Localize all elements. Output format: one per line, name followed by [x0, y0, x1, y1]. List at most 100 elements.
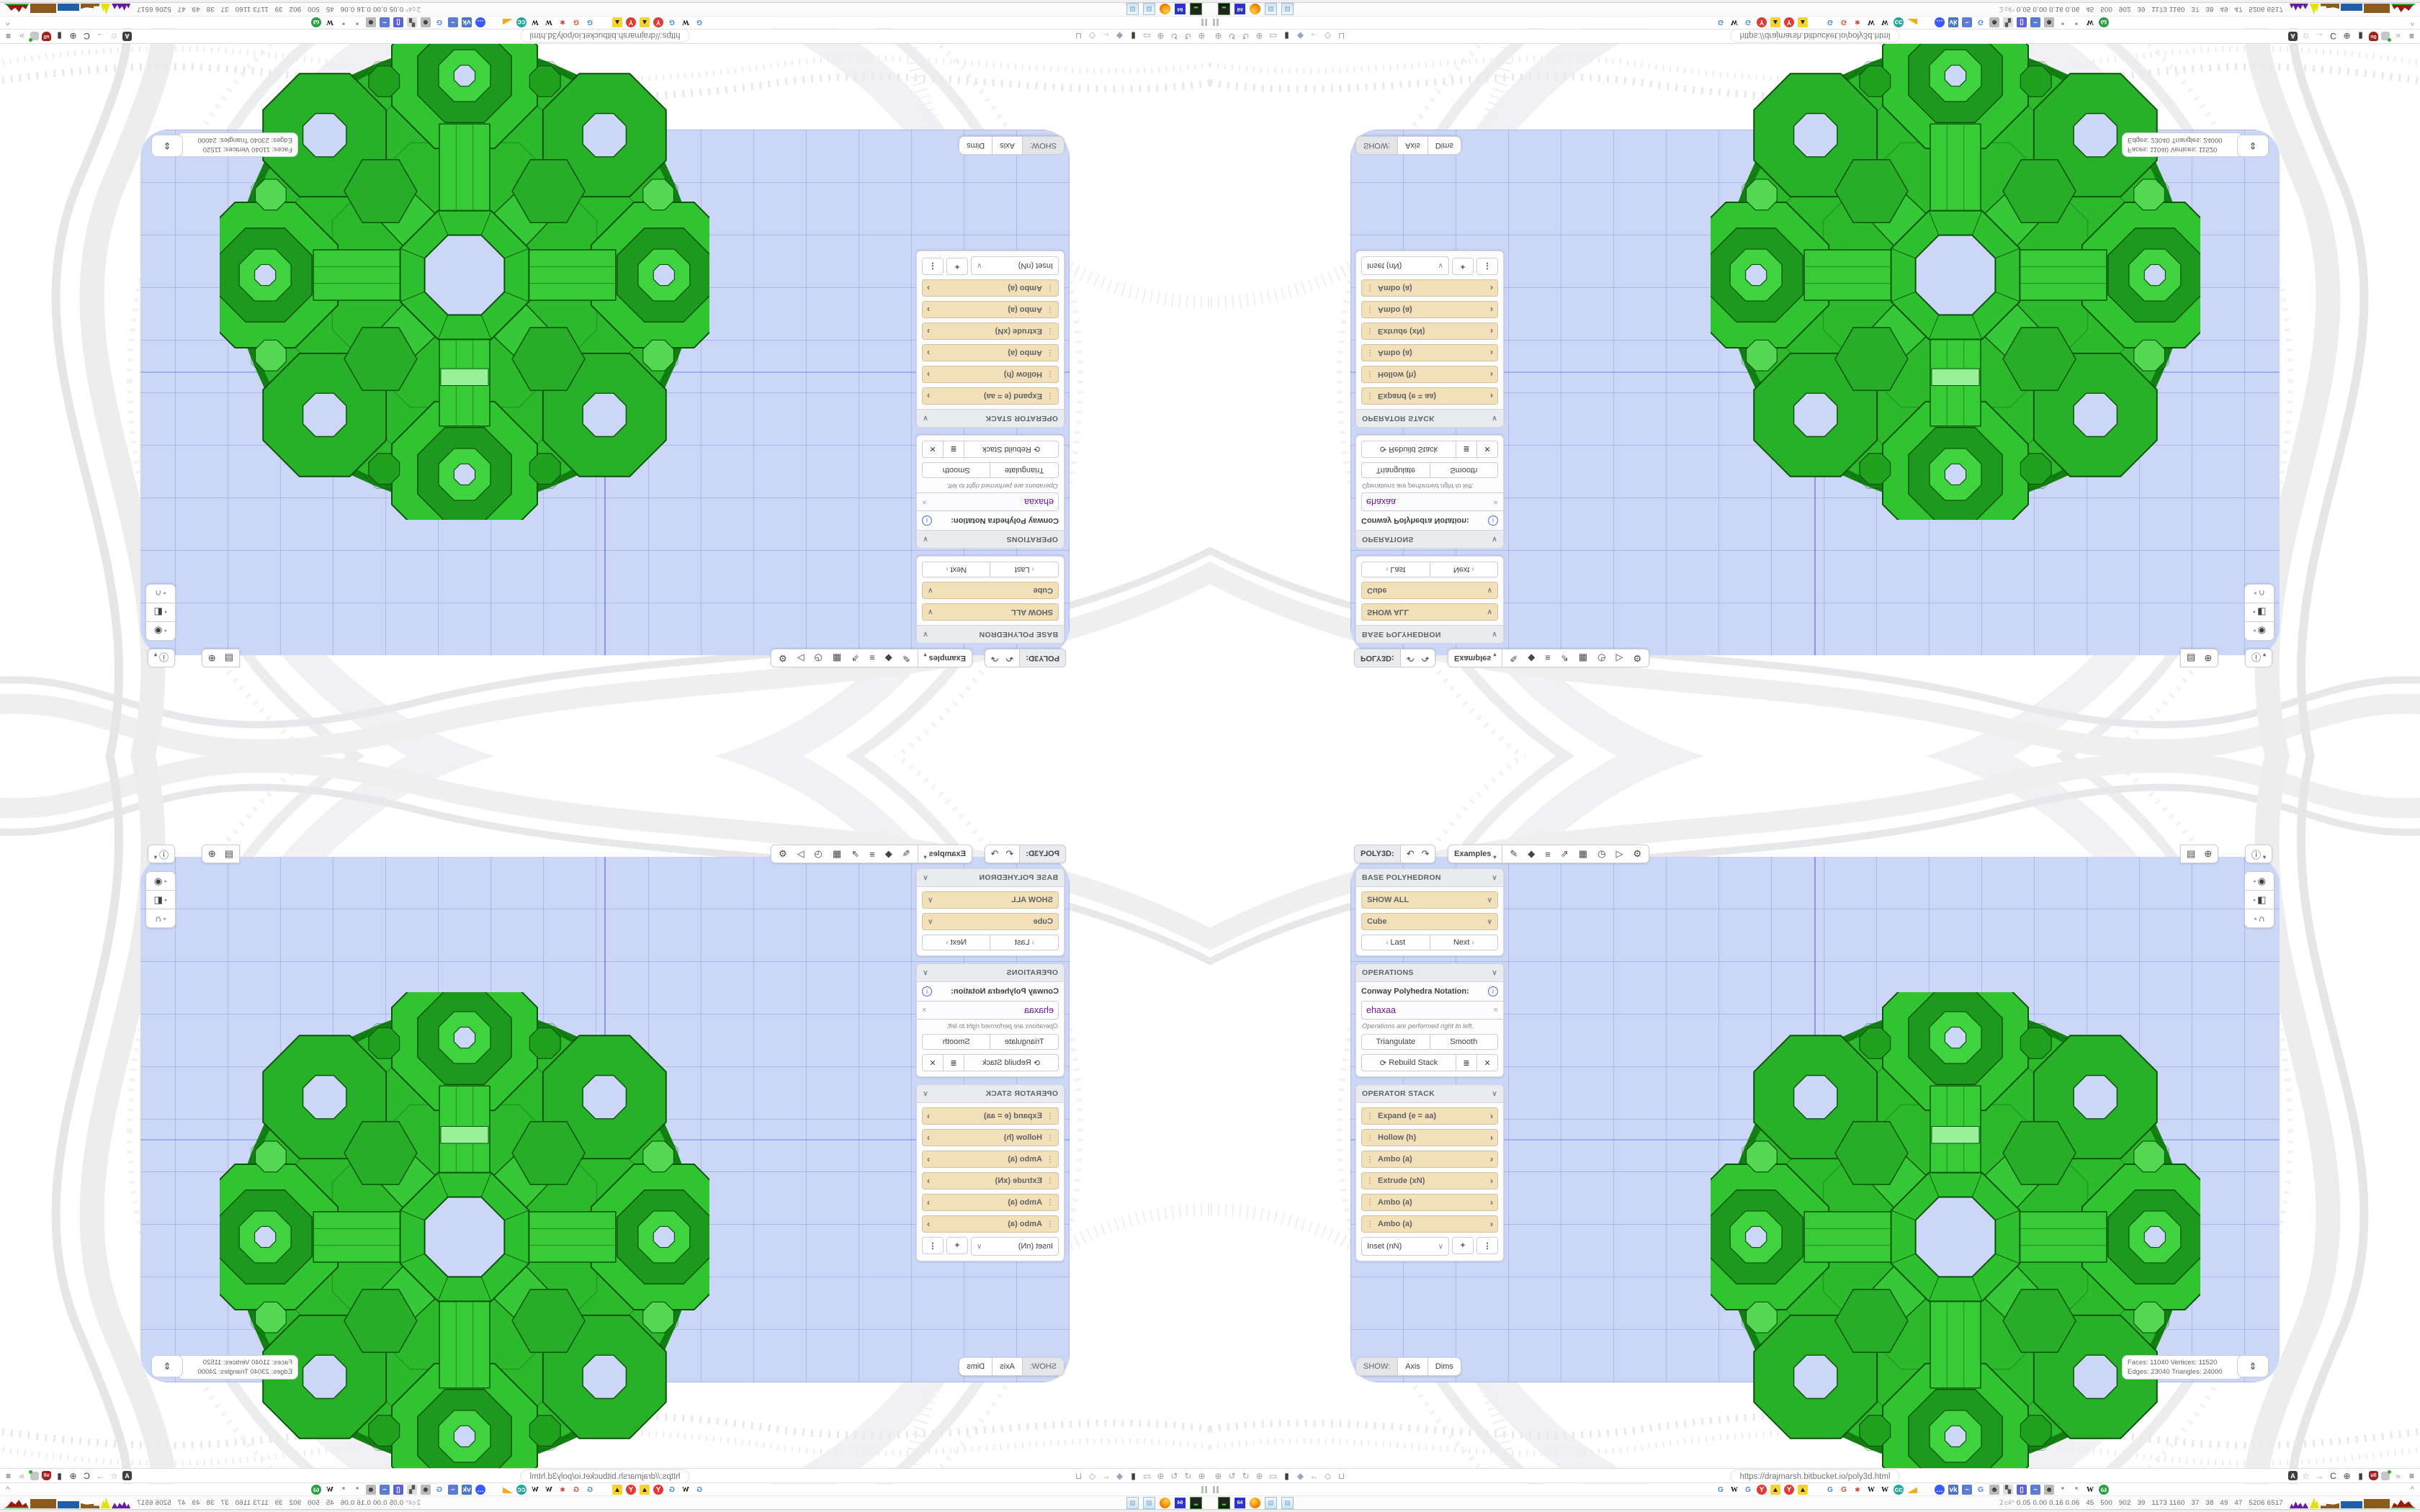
trash-icon[interactable]: ▮: [1131, 31, 1136, 42]
green-bird-favicon[interactable]: ω: [311, 1485, 321, 1495]
operator-row-hollow[interactable]: ⋮ Hollow (h) ›: [1361, 366, 1498, 383]
menu-hamburger-icon[interactable]: ≡: [6, 1470, 12, 1481]
red-flower-favicon[interactable]: ∗: [557, 17, 568, 27]
collapse-chevrons-icon[interactable]: ^: [405, 1499, 422, 1506]
blue-bird-favicon[interactable]: ~: [2030, 17, 2040, 27]
globe-dark-icon[interactable]: ⊕: [69, 31, 77, 42]
drag-handle-icon[interactable]: ⋮: [1366, 1176, 1373, 1185]
drag-handle-icon[interactable]: ⋮: [1047, 1133, 1054, 1142]
history-clock-icon[interactable]: ◷: [814, 653, 823, 664]
wikipedia-favicon[interactable]: W: [2085, 1485, 2095, 1495]
drag-handle-icon[interactable]: ⋮: [1366, 1198, 1373, 1207]
tool-menu-buttons[interactable]: ✎ ◆ ≡ ⇗ ▦ ◷ ▷ ⚙: [770, 649, 918, 667]
overflow-extensions-icon[interactable]: »: [19, 31, 24, 42]
operations-header[interactable]: OPERATIONS ∨: [1356, 964, 1503, 982]
cc-favicon[interactable]: cc: [516, 1485, 526, 1495]
operator-row-extrude[interactable]: ⋮ Extrude (xN) ›: [922, 323, 1059, 340]
contrast-button[interactable]: ◂ ◧: [145, 603, 176, 622]
ublock-shield-icon[interactable]: u0: [42, 32, 51, 41]
chat-favicon[interactable]: …: [475, 17, 485, 27]
viewport-3d-canvas[interactable]: [1350, 2, 2280, 655]
examples-menu-button[interactable]: Examples ▾: [1448, 845, 1503, 863]
folder-icon[interactable]: ▭: [1142, 1470, 1152, 1481]
operator-row-ambo[interactable]: ⋮ Ambo (a) ›: [1361, 344, 1498, 361]
cc-favicon[interactable]: cc: [1894, 1485, 1904, 1495]
y-red-favicon[interactable]: Y: [626, 1485, 636, 1495]
drag-handle-icon[interactable]: ⋮: [1366, 1220, 1373, 1228]
wikipedia-favicon[interactable]: W: [530, 17, 540, 27]
blue-bird-favicon[interactable]: ~: [380, 17, 390, 27]
google-favicon[interactable]: G: [1839, 1485, 1849, 1495]
trash-dark-icon[interactable]: ▮: [2358, 31, 2363, 42]
notepad-launcher-icon[interactable]: ▤: [1265, 1496, 1277, 1509]
smooth-button[interactable]: Smooth: [922, 462, 991, 478]
clear-input-icon[interactable]: ×: [1493, 498, 1498, 506]
calendar-clock-icon[interactable]: ▤: [224, 848, 233, 859]
stack-clear-button[interactable]: ✕: [1476, 1054, 1498, 1071]
solid-view-icon[interactable]: ◆: [1528, 653, 1536, 664]
y-red-favicon[interactable]: Y: [1784, 1485, 1794, 1495]
smooth-button[interactable]: Smooth: [922, 1034, 991, 1050]
contrast-button[interactable]: ◂ ◧: [2244, 890, 2275, 909]
undo-arc-icon[interactable]: ↺: [1184, 1470, 1192, 1481]
contrast-button[interactable]: ◂ ◧: [2244, 603, 2275, 622]
info-icon[interactable]: i: [922, 516, 932, 526]
operator-row-expand[interactable]: ⋮ Expand (e = aa) ›: [922, 387, 1059, 405]
play-animation-icon[interactable]: ▷: [1615, 848, 1623, 859]
ublock-shield-icon[interactable]: u0: [2369, 32, 2378, 41]
appearance-style-icon[interactable]: ✎: [1510, 848, 1518, 859]
keepass-launcher-icon[interactable]: ▂: [1218, 3, 1230, 16]
crab-favicon[interactable]: *: [2071, 17, 2081, 27]
green-bird-favicon[interactable]: ω: [311, 17, 321, 27]
y-red-favicon[interactable]: Y: [653, 1485, 663, 1495]
triangulate-button[interactable]: Triangulate: [1361, 462, 1430, 478]
add-operator-button[interactable]: +: [1452, 258, 1474, 275]
green-bird-favicon[interactable]: ω: [2099, 1485, 2109, 1495]
view-option-buttons[interactable]: ▤ ⊕: [201, 649, 240, 667]
undo-icon[interactable]: ↶: [1406, 653, 1415, 664]
lock-outline-icon[interactable]: ⊔: [1075, 1470, 1083, 1481]
examples-menu-button[interactable]: Examples ▾: [917, 649, 972, 667]
bookmark-star-icon[interactable]: ☆: [110, 1470, 118, 1481]
triangulate-button[interactable]: Triangulate: [1361, 1034, 1430, 1050]
image-thumb-favicon[interactable]: ▲: [1798, 17, 1808, 27]
google-favicon[interactable]: G: [1825, 1485, 1835, 1495]
redo-arc-icon[interactable]: ↻: [1242, 31, 1250, 42]
bookmark-star-icon[interactable]: ☆: [2302, 31, 2310, 42]
last-shape-button[interactable]: ‹ Last: [990, 935, 1059, 950]
drag-handle-icon[interactable]: ⋮: [1047, 1220, 1054, 1228]
clear-input-icon[interactable]: ×: [922, 1006, 927, 1014]
vk-favicon[interactable]: vk: [462, 17, 472, 27]
operator-row-ambo[interactable]: ⋮ Ambo (a) ›: [922, 279, 1059, 297]
wikipedia-favicon[interactable]: W: [1880, 17, 1890, 27]
collapse-chevrons-icon[interactable]: ^: [1998, 1499, 2015, 1506]
redo-icon[interactable]: ↷: [1421, 848, 1430, 859]
clear-input-icon[interactable]: ×: [1493, 1006, 1498, 1014]
show-axis-toggle[interactable]: Axis: [992, 1357, 1023, 1376]
wikipedia-favicon[interactable]: W: [1880, 1485, 1890, 1495]
add-operator-select[interactable]: Inset (nN) ∨: [1361, 1237, 1449, 1256]
operator-options-button[interactable]: ⋮: [1476, 1237, 1498, 1254]
notepad-launcher-icon[interactable]: ▤: [1265, 3, 1277, 16]
rebuild-stack-button[interactable]: ⟳ Rebuild Stack: [1361, 1054, 1456, 1071]
drag-handle-icon[interactable]: ⋮: [1366, 305, 1373, 314]
info-button[interactable]: ⓘ ▾: [2245, 845, 2273, 863]
avatar-photo-favicon[interactable]: ☻: [2044, 1485, 2054, 1495]
collapse-chevrons-icon[interactable]: ^: [1998, 6, 2015, 14]
undo-arc-icon[interactable]: ↺: [1228, 31, 1236, 42]
like-extension-icon[interactable]: [2381, 32, 2390, 41]
drag-handle-icon[interactable]: ⋮: [1047, 1155, 1054, 1164]
operator-row-expand[interactable]: ⋮ Expand (e = aa) ›: [1361, 387, 1498, 405]
floppy64-launcher-icon[interactable]: 64: [1234, 4, 1245, 15]
google-favicon[interactable]: G: [1743, 1485, 1753, 1495]
globe-dark-icon[interactable]: ⊕: [69, 1470, 77, 1481]
bookmark-star-icon[interactable]: ☆: [110, 31, 118, 42]
info-icon[interactable]: i: [1488, 516, 1498, 526]
data-table-icon[interactable]: ▦: [1578, 653, 1588, 664]
last-shape-button[interactable]: ‹ Last: [1361, 562, 1430, 577]
google-favicon[interactable]: G: [585, 1485, 595, 1495]
operator-options-button[interactable]: ⋮: [1476, 258, 1498, 275]
undo-arc-icon[interactable]: ↺: [1228, 1470, 1236, 1481]
appearance-style-icon[interactable]: ✎: [1510, 653, 1518, 664]
info-button[interactable]: ⓘ ▾: [147, 845, 175, 863]
